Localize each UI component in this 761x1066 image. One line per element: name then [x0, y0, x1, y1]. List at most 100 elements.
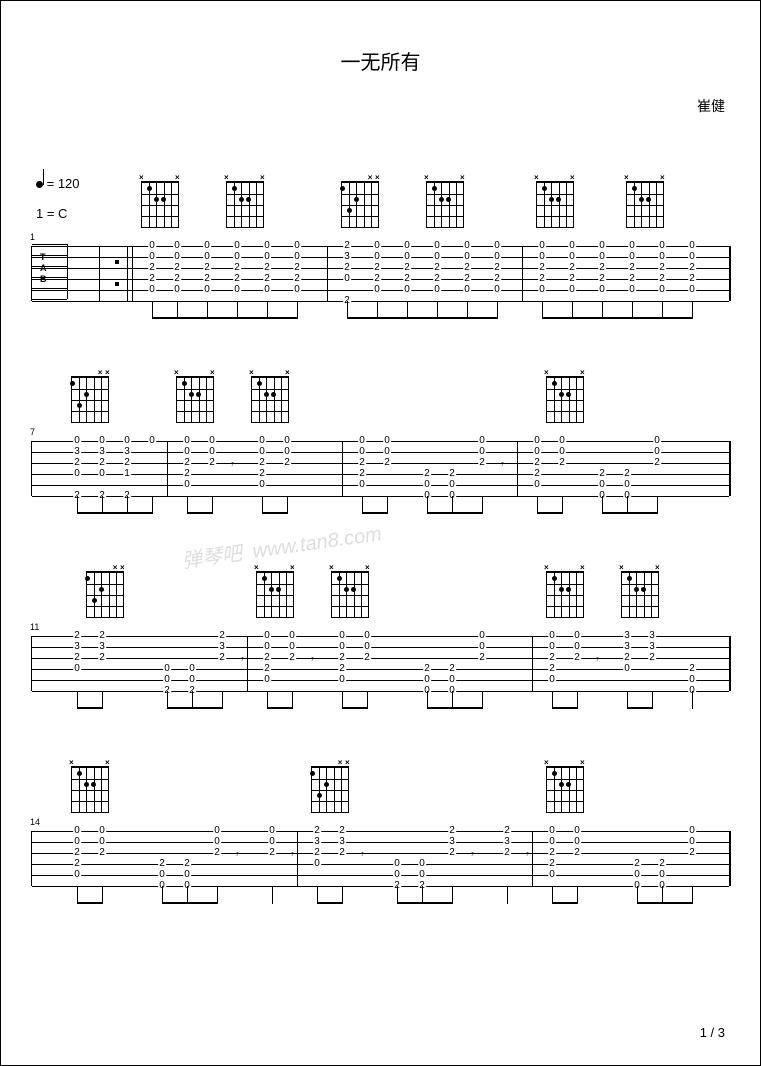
- tab-fret-number: 0: [208, 446, 216, 457]
- tab-fret-number: 2: [688, 847, 696, 858]
- tab-fret-number: 2: [343, 240, 351, 251]
- chord-diagram: ××: [546, 376, 584, 423]
- tab-fret-number: 0: [548, 630, 556, 641]
- tab-fret-number: 0: [363, 641, 371, 652]
- tab-fret-number: 0: [448, 674, 456, 685]
- tab-fret-number: 2: [293, 273, 301, 284]
- tab-fret-number: 0: [548, 674, 556, 685]
- tab-fret-number: 0: [478, 435, 486, 446]
- tab-fret-number: 2: [203, 273, 211, 284]
- tab-system: ××××××1400220002200200002002232023200200…: [31, 831, 730, 886]
- tab-fret-number: 0: [533, 446, 541, 457]
- tab-fret-number: 2: [463, 262, 471, 273]
- tab-fret-number: 0: [148, 284, 156, 295]
- tab-fret-number: 0: [213, 825, 221, 836]
- tab-system: ××××××××××××1TAB002200022000220002200022…: [31, 246, 730, 301]
- measure-number: 1: [30, 232, 35, 242]
- tab-fret-number: 0: [423, 674, 431, 685]
- tab-fret-number: 2: [598, 262, 606, 273]
- tab-fret-number: 0: [358, 446, 366, 457]
- tab-fret-number: 0: [258, 446, 266, 457]
- tab-fret-number: 0: [478, 446, 486, 457]
- tab-fret-number: 2: [338, 652, 346, 663]
- tab-fret-number: 0: [213, 836, 221, 847]
- tab-fret-number: 0: [358, 479, 366, 490]
- tab-fret-number: 0: [148, 435, 156, 446]
- tab-fret-number: 0: [493, 240, 501, 251]
- chord-diagram: ××: [86, 571, 124, 618]
- chord-diagram: ××: [71, 376, 109, 423]
- tab-fret-number: 2: [548, 847, 556, 858]
- chord-diagram: ××: [341, 181, 379, 228]
- tab-fret-number: 0: [258, 435, 266, 446]
- chord-diagram: ××: [331, 571, 369, 618]
- tab-fret-number: 0: [293, 240, 301, 251]
- tab-fret-number: 0: [263, 674, 271, 685]
- tab-fret-number: 2: [688, 262, 696, 273]
- tab-fret-number: 2: [123, 457, 131, 468]
- tab-fret-number: 0: [538, 240, 546, 251]
- chord-diagram: ××: [256, 571, 294, 618]
- tab-fret-number: 0: [548, 641, 556, 652]
- tab-fret-number: 0: [628, 284, 636, 295]
- tab-fret-number: 0: [98, 435, 106, 446]
- tab-fret-number: 0: [173, 284, 181, 295]
- tab-fret-number: 0: [163, 663, 171, 674]
- tab-fret-number: 0: [338, 641, 346, 652]
- tab-fret-number: 2: [478, 652, 486, 663]
- tab-fret-number: 0: [123, 435, 131, 446]
- tab-fret-number: 2: [73, 630, 81, 641]
- tab-fret-number: 0: [338, 630, 346, 641]
- tab-fret-number: 0: [358, 435, 366, 446]
- tab-fret-number: 2: [98, 847, 106, 858]
- tab-fret-number: 0: [373, 240, 381, 251]
- tab-fret-number: 2: [173, 262, 181, 273]
- tab-fret-number: 0: [448, 479, 456, 490]
- tab-staff: 1123202320020022320022000200220002200200…: [31, 636, 730, 691]
- tab-fret-number: 2: [538, 262, 546, 273]
- tab-fret-number: 2: [448, 847, 456, 858]
- tab-fret-number: 2: [203, 262, 211, 273]
- tab-fret-number: 0: [533, 435, 541, 446]
- tab-fret-number: 0: [688, 825, 696, 836]
- tab-fret-number: 0: [433, 240, 441, 251]
- tab-fret-number: 0: [338, 674, 346, 685]
- tab-fret-number: 0: [98, 468, 106, 479]
- tab-fret-number: 0: [183, 446, 191, 457]
- tab-fret-number: 2: [313, 847, 321, 858]
- tab-fret-number: 2: [313, 825, 321, 836]
- tab-fret-number: 0: [418, 858, 426, 869]
- tab-fret-number: 3: [338, 836, 346, 847]
- tab-fret-number: 3: [448, 836, 456, 847]
- tab-fret-number: 2: [283, 457, 291, 468]
- tab-fret-number: 2: [373, 262, 381, 273]
- tab-fret-number: 2: [148, 262, 156, 273]
- tab-fret-number: 0: [73, 825, 81, 836]
- measure-number: 14: [30, 817, 40, 827]
- tab-fret-number: 0: [73, 663, 81, 674]
- tab-fret-number: 2: [343, 262, 351, 273]
- tab-fret-number: 2: [623, 652, 631, 663]
- tab-fret-number: 2: [598, 273, 606, 284]
- tab-fret-number: 0: [548, 825, 556, 836]
- tab-fret-number: 0: [418, 869, 426, 880]
- tab-fret-number: 0: [288, 630, 296, 641]
- tab-fret-number: 2: [403, 273, 411, 284]
- composer-name: 崔健: [697, 96, 725, 116]
- tab-fret-number: 0: [598, 284, 606, 295]
- tab-fret-number: 0: [183, 479, 191, 490]
- tab-fret-number: 3: [503, 836, 511, 847]
- tab-fret-number: 0: [203, 240, 211, 251]
- tab-fret-number: 2: [263, 273, 271, 284]
- tab-fret-number: 2: [288, 652, 296, 663]
- tab-fret-number: 0: [573, 641, 581, 652]
- tab-fret-number: 2: [503, 825, 511, 836]
- tab-fret-number: 0: [688, 251, 696, 262]
- measure-number: 7: [30, 427, 35, 437]
- tab-fret-number: 0: [573, 825, 581, 836]
- tab-fret-number: 1: [123, 468, 131, 479]
- tab-fret-number: 0: [73, 869, 81, 880]
- tab-fret-number: 0: [558, 446, 566, 457]
- tab-fret-number: 2: [258, 468, 266, 479]
- key-signature: 1 = C: [36, 206, 67, 221]
